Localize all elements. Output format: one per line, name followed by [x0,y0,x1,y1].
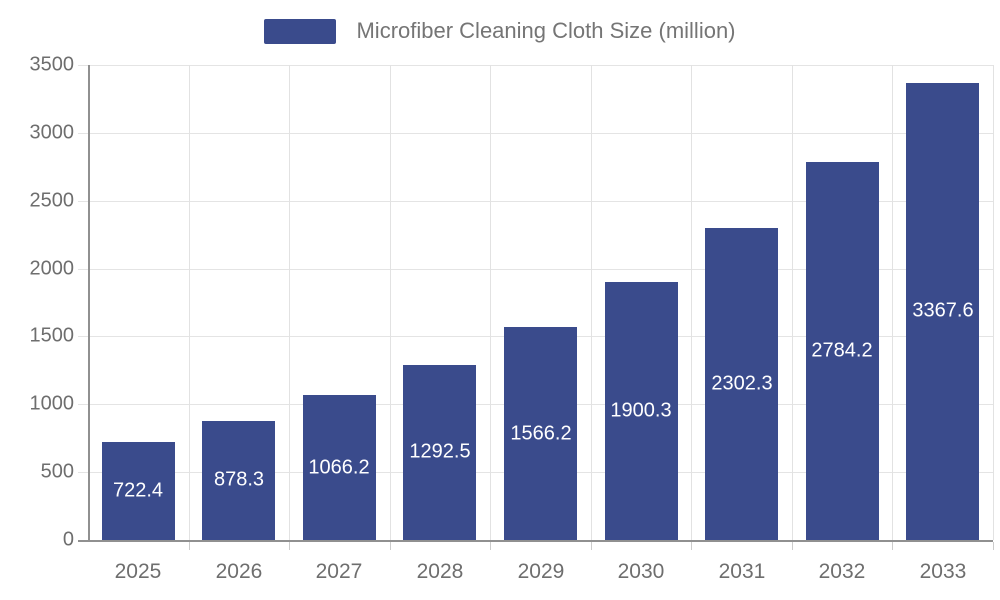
y-axis-tick-label: 2000 [29,257,75,280]
x-axis-tick-label: 2033 [919,560,967,583]
gridline-vertical [189,65,190,540]
bar [705,228,778,540]
bar-value-label: 1292.5 [409,440,471,463]
gridline-horizontal [78,269,993,270]
x-axis-tick [490,542,491,550]
legend-label: Microfiber Cleaning Cloth Size (million) [356,18,736,43]
y-axis-tick-label: 3500 [29,53,75,76]
bar [906,83,979,540]
y-axis-tick-label: 2500 [29,189,75,212]
bar [403,365,476,540]
x-axis-tick-label: 2027 [315,560,363,583]
gridline-vertical [490,65,491,540]
x-axis-tick [993,542,994,550]
gridline-vertical [390,65,391,540]
gridline-vertical [289,65,290,540]
x-axis-tick [390,542,391,550]
y-axis-tick-label: 500 [40,460,74,483]
bar-value-label: 3367.6 [912,299,974,322]
bar-value-label: 1066.2 [308,456,370,479]
x-axis-line [78,540,993,542]
bar [806,162,879,540]
bar-value-label: 878.3 [213,468,265,491]
gridline-vertical [591,65,592,540]
y-axis-tick-label: 3000 [29,121,75,144]
gridline-vertical [691,65,692,540]
bar-value-label: 1900.3 [610,399,672,422]
x-axis-tick-label: 2025 [114,560,162,583]
gridline-horizontal [78,201,993,202]
legend-item[interactable]: Microfiber Cleaning Cloth Size (million) [0,18,1000,44]
x-axis-tick [591,542,592,550]
bar [102,442,175,540]
bar [504,327,577,540]
x-axis-tick [892,542,893,550]
y-axis-tick-label: 1000 [29,392,75,415]
bar-value-label: 2302.3 [711,372,773,395]
gridline-horizontal [78,65,993,66]
bar-value-label: 722.4 [112,479,164,502]
gridline-vertical [993,65,994,540]
bar-value-label: 1566.2 [510,422,572,445]
legend-swatch-icon [264,18,337,44]
x-axis-tick [289,542,290,550]
y-axis-tick-label: 1500 [29,324,75,347]
y-axis-line [88,65,90,540]
x-axis-tick [189,542,190,550]
x-axis-tick-label: 2031 [718,560,766,583]
x-axis-tick [792,542,793,550]
x-axis-tick-label: 2028 [416,560,464,583]
x-axis-tick [691,542,692,550]
bar [303,395,376,540]
x-axis-tick-label: 2029 [517,560,565,583]
x-axis-tick-label: 2030 [617,560,665,583]
bar-value-label: 2784.2 [811,339,873,362]
bar [202,421,275,540]
x-axis-tick-label: 2026 [215,560,263,583]
gridline-horizontal [78,133,993,134]
x-axis-tick-label: 2032 [818,560,866,583]
bar [605,282,678,540]
y-axis-tick-label: 0 [62,528,74,551]
gridline-vertical [792,65,793,540]
gridline-vertical [892,65,893,540]
